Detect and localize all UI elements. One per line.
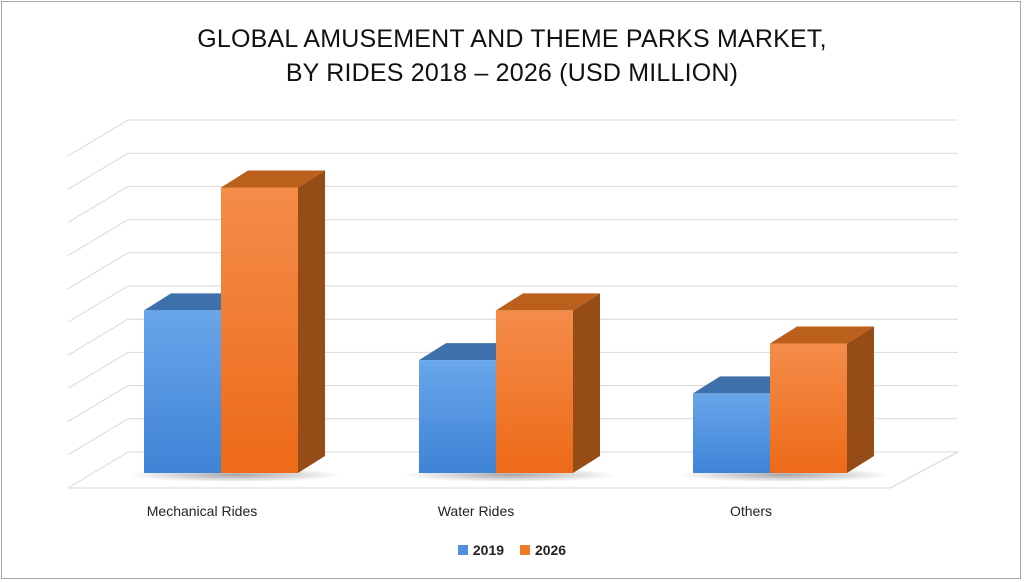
gridline-side-3 <box>67 351 129 389</box>
gridline-side-4 <box>67 318 129 356</box>
legend-label-2019: 2019 <box>472 542 505 558</box>
bar-top <box>221 170 325 188</box>
gridline-side-10 <box>67 119 129 157</box>
bars <box>128 170 891 482</box>
gridline-side-5 <box>67 285 129 323</box>
bar-2026-others <box>770 326 874 473</box>
bar-side <box>298 170 325 474</box>
chart-title-line-1: GLOBAL AMUSEMENT AND THEME PARKS MARKET, <box>197 25 827 53</box>
gridline-side-8 <box>67 185 129 223</box>
gridline-side-9 <box>67 152 129 190</box>
bar-top <box>496 293 600 311</box>
category-label-1: Water Rides <box>438 503 515 519</box>
category-labels: Mechanical Rides Water Rides Others <box>147 503 772 519</box>
bar-front <box>496 310 573 473</box>
gridline-side-0 <box>67 451 129 489</box>
legend-entry-2019: 2019 <box>457 542 505 558</box>
floor-right-edge <box>889 451 959 489</box>
legend: 2019 2026 <box>0 542 1024 558</box>
bar-front <box>770 343 847 473</box>
bar-side <box>573 293 600 473</box>
bar-front <box>693 393 770 473</box>
bar-2026-mechanical-rides <box>221 170 325 474</box>
bar-side <box>847 326 874 473</box>
bar-front <box>144 310 221 473</box>
gridline-side-6 <box>67 252 129 290</box>
legend-swatch-2026 <box>519 545 530 555</box>
legend-entry-2026: 2026 <box>519 542 567 558</box>
gridline-side-1 <box>67 418 129 456</box>
category-label-0: Mechanical Rides <box>147 503 258 519</box>
legend-label-2026: 2026 <box>534 542 567 558</box>
bar-2026-water-rides <box>496 293 600 473</box>
chart-title-line-2: BY RIDES 2018 – 2026 (USD MILLION) <box>285 59 739 87</box>
bar-front <box>419 360 496 473</box>
bar-front <box>221 187 298 474</box>
legend-swatch-2019 <box>457 545 468 555</box>
gridline-side-2 <box>67 385 129 423</box>
gridline-side-7 <box>67 219 129 257</box>
bar-top <box>770 326 874 344</box>
chart-title: GLOBAL AMUSEMENT AND THEME PARKS MARKET,… <box>0 22 1024 90</box>
category-label-2: Others <box>730 503 772 519</box>
